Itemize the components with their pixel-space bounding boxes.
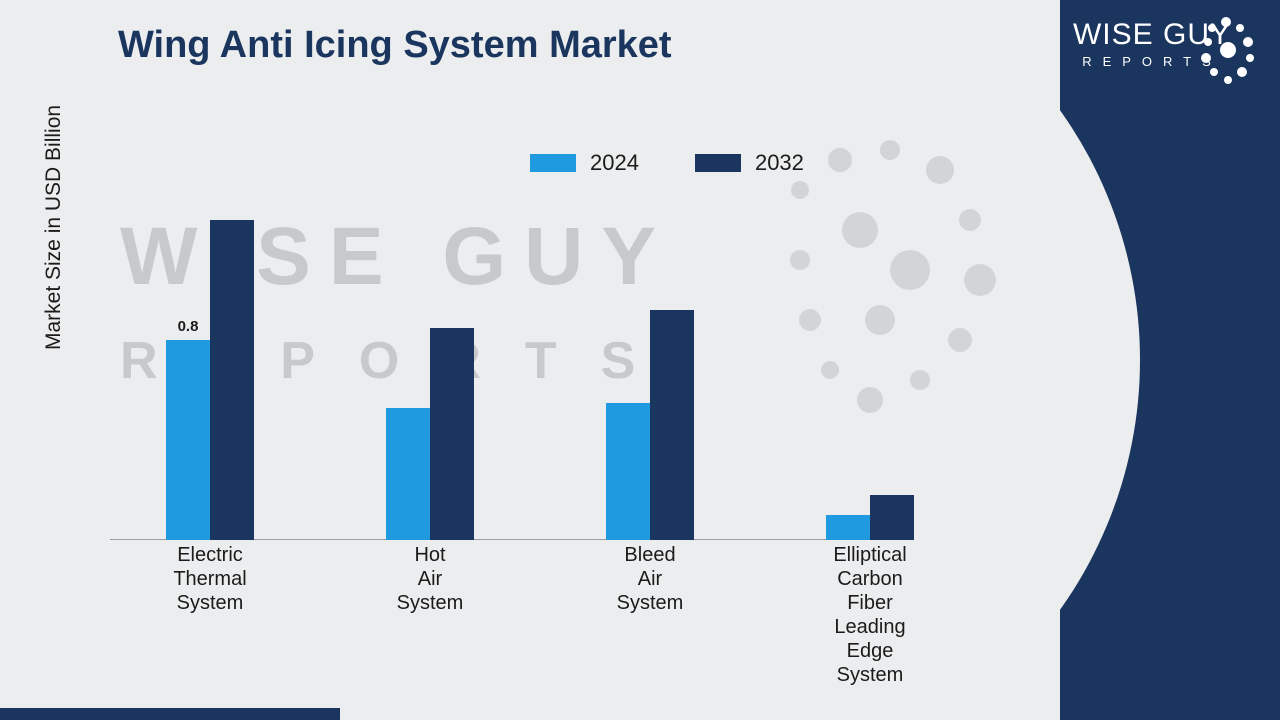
category-label: HotAirSystem — [360, 543, 500, 615]
bar-2024 — [826, 515, 870, 540]
brand-head-icon — [1194, 14, 1258, 90]
bar-2024 — [606, 403, 650, 541]
bar-value-label: 0.8 — [166, 318, 210, 335]
legend-swatch-2032 — [695, 154, 741, 172]
plot-area: 0.8 — [110, 190, 910, 540]
bar-2024: 0.8 — [166, 340, 210, 540]
chart-title: Wing Anti Icing System Market — [118, 24, 672, 67]
legend-item-2032: 2032 — [695, 150, 804, 176]
legend: 2024 2032 — [530, 150, 804, 176]
category-label: EllipticalCarbonFiberLeadingEdgeSystem — [800, 543, 940, 687]
category-label: BleedAirSystem — [580, 543, 720, 615]
chart-area: 2024 2032 Market Size in USD Billion 0.8… — [100, 150, 920, 710]
legend-label-2024: 2024 — [590, 150, 639, 176]
bar-2024 — [386, 408, 430, 541]
legend-label-2032: 2032 — [755, 150, 804, 176]
category-label: ElectricThermalSystem — [140, 543, 280, 615]
bar-group — [800, 495, 940, 540]
y-axis-label: Market Size in USD Billion — [42, 105, 66, 350]
bar-group — [580, 310, 720, 540]
legend-item-2024: 2024 — [530, 150, 639, 176]
brand-logo: WISE GUY REPORTS — [1052, 18, 1252, 69]
bar-group — [360, 328, 500, 541]
bar-2032 — [870, 495, 914, 540]
bar-group: 0.8 — [140, 220, 280, 540]
bar-2032 — [210, 220, 254, 540]
bar-2032 — [430, 328, 474, 541]
bar-2032 — [650, 310, 694, 540]
legend-swatch-2024 — [530, 154, 576, 172]
